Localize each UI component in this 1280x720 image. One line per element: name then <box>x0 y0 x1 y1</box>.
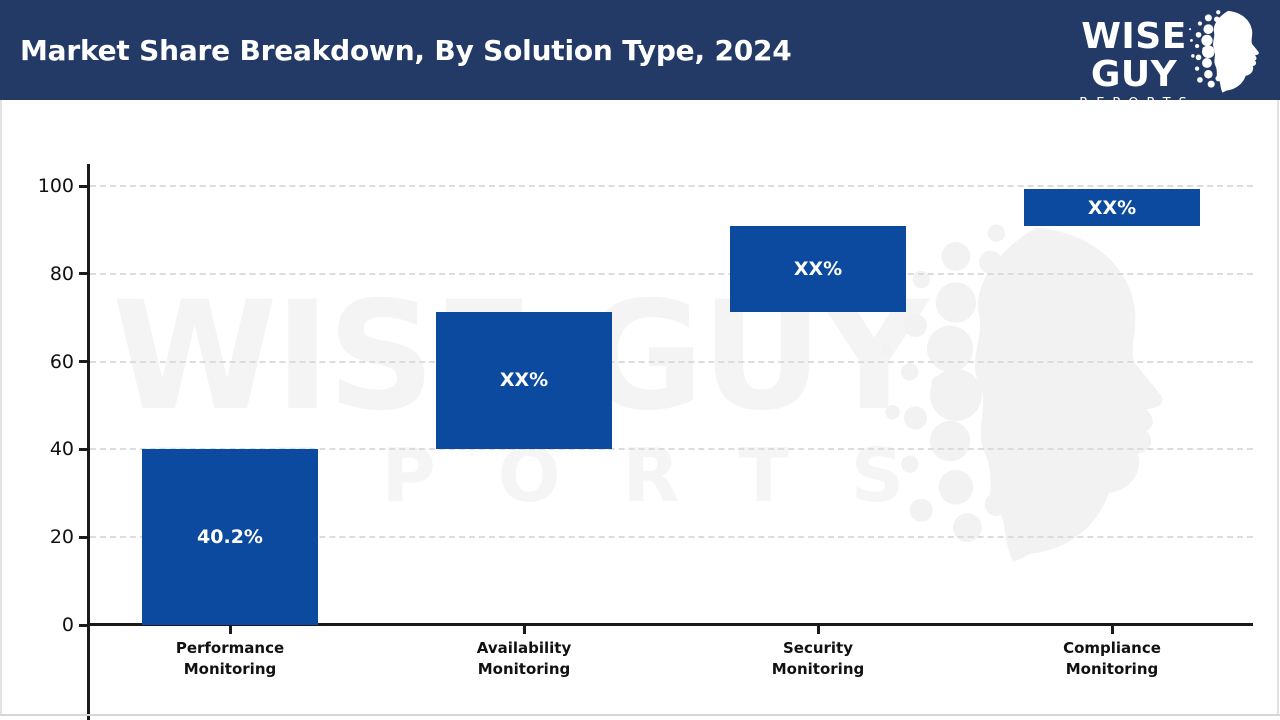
gridline-100 <box>90 185 1253 187</box>
right-border-rule <box>1277 100 1279 716</box>
bottom-border-rule <box>0 714 1280 716</box>
bar-value-label: XX% <box>1087 196 1137 219</box>
x-axis-category-line: Performance <box>175 639 285 657</box>
gridline-60 <box>90 360 1253 363</box>
x-axis-category-line: Compliance <box>1063 639 1161 657</box>
x-axis-category-line: Availability <box>476 639 572 657</box>
x-axis-category-line: Monitoring <box>477 660 571 678</box>
x-tick-mark <box>522 626 526 634</box>
x-tick-mark <box>816 626 820 634</box>
y-axis-tick-label: 100 <box>37 175 74 197</box>
page-title: Market Share Breakdown, By Solution Type… <box>20 33 792 67</box>
x-axis-category-line: Monitoring <box>183 660 277 678</box>
gridline-40 <box>90 448 1253 451</box>
y-axis-tick-label: 60 <box>49 350 74 373</box>
y-tick-mark <box>79 272 87 276</box>
x-axis-category-label: Security Monitoring <box>698 638 938 680</box>
x-axis-category-label: Performance Monitoring <box>110 638 350 680</box>
logo-wordmark: WISE GUY <box>1081 16 1187 95</box>
bar-value-label: XX% <box>499 369 549 392</box>
gridline-80 <box>90 272 1253 275</box>
y-axis-line <box>87 164 90 720</box>
wise-guy-reports-logo: WISE GUY REPORTS <box>1038 6 1274 111</box>
bar-value-label: 40.2% <box>197 525 263 548</box>
x-axis-category-line: Monitoring <box>771 660 865 678</box>
logo-subtitle: REPORTS <box>1079 96 1195 111</box>
y-axis-tick-label: 0 <box>61 614 74 636</box>
bar-security-monitoring: XX% <box>730 226 906 312</box>
y-tick-mark <box>79 623 87 627</box>
x-axis-line <box>87 623 1253 626</box>
y-axis-tick-label: 80 <box>49 262 74 285</box>
x-axis-category-line: Security <box>782 639 854 657</box>
x-axis-category-line: Monitoring <box>1065 660 1159 678</box>
gridline-20 <box>90 536 1253 539</box>
header-bar: Market Share Breakdown, By Solution Type… <box>0 0 1280 111</box>
y-tick-mark <box>79 447 87 451</box>
y-tick-mark <box>79 535 87 539</box>
x-axis-category-label: Availability Monitoring <box>404 638 644 680</box>
x-axis-category-label: Compliance Monitoring <box>992 638 1232 680</box>
chart-plot-area: 0 20 40 60 80 100 40.2% Performance Monitoring XX… <box>0 100 1280 720</box>
y-axis-tick-label: 20 <box>49 526 74 549</box>
x-tick-mark <box>228 626 232 634</box>
left-border-rule <box>0 100 2 716</box>
bar-compliance-monitoring: XX% <box>1024 189 1200 227</box>
bar-availability-monitoring: XX% <box>436 311 612 449</box>
logo-text: WISE GUY REPORTS <box>1038 16 1230 112</box>
y-tick-mark <box>79 184 87 188</box>
x-tick-mark <box>1110 626 1114 634</box>
y-axis-tick-label: 40 <box>49 438 74 461</box>
bar-performance-monitoring: 40.2% <box>142 448 318 625</box>
y-tick-mark <box>79 360 87 364</box>
bar-value-label: XX% <box>793 257 843 280</box>
